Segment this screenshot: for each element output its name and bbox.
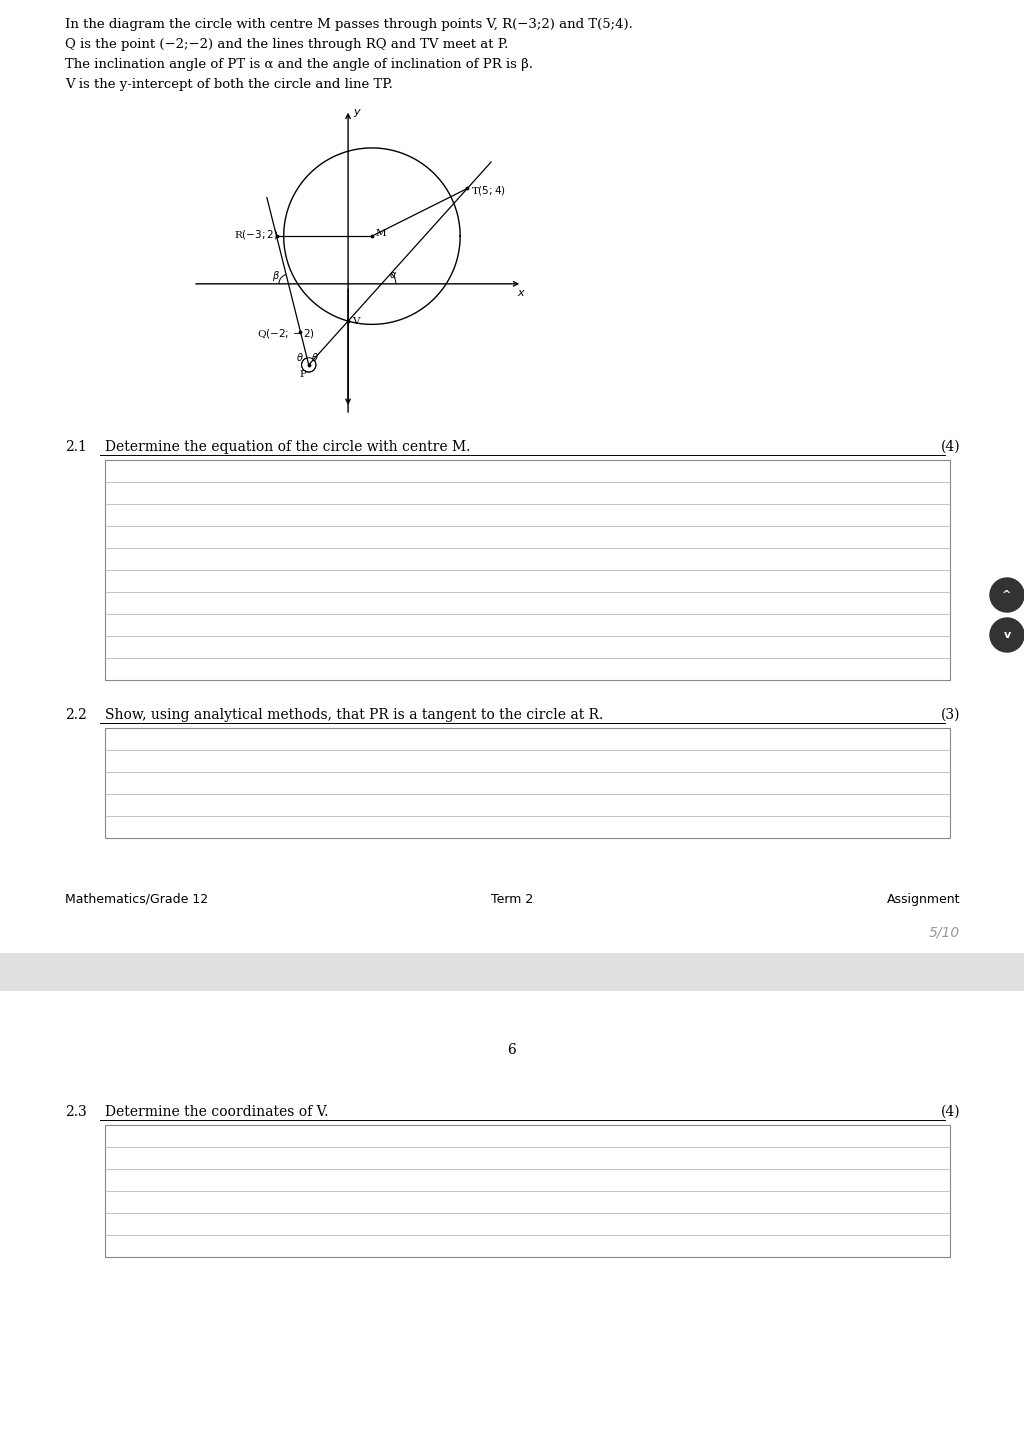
Text: (4): (4) xyxy=(940,1105,961,1119)
Text: Determine the coordinates of V.: Determine the coordinates of V. xyxy=(105,1105,329,1119)
Text: 6: 6 xyxy=(508,1043,516,1057)
Text: $\theta$: $\theta$ xyxy=(296,351,303,363)
Text: The inclination angle of PT is α and the angle of inclination of PR is β.: The inclination angle of PT is α and the… xyxy=(65,58,534,71)
Text: V is the y-intercept of both the circle and line TP.: V is the y-intercept of both the circle … xyxy=(65,78,393,91)
Text: Determine the equation of the circle with centre M.: Determine the equation of the circle wit… xyxy=(105,440,470,454)
Text: Show, using analytical methods, that PR is a tangent to the circle at R.: Show, using analytical methods, that PR … xyxy=(105,709,603,722)
Text: T$(5; 4)$: T$(5; 4)$ xyxy=(471,184,506,197)
FancyBboxPatch shape xyxy=(105,460,950,680)
Bar xyxy=(0,953,1024,992)
Text: 2.1: 2.1 xyxy=(65,440,87,454)
Text: Assignment: Assignment xyxy=(887,893,961,906)
Text: $\alpha$: $\alpha$ xyxy=(389,270,397,280)
Text: Term 2: Term 2 xyxy=(490,893,534,906)
Text: $\beta$: $\beta$ xyxy=(271,269,280,283)
Text: Mathematics/Grade 12: Mathematics/Grade 12 xyxy=(65,893,208,906)
Text: Q$(-2; -2)$: Q$(-2; -2)$ xyxy=(257,327,315,340)
Text: 2.2: 2.2 xyxy=(65,709,87,722)
Text: (4): (4) xyxy=(940,440,961,454)
Text: R$(-3; 2)$: R$(-3; 2)$ xyxy=(233,228,278,241)
Text: M: M xyxy=(376,229,386,238)
Text: (3): (3) xyxy=(940,709,961,722)
Text: y: y xyxy=(353,106,359,116)
Text: Q is the point (−2;−2) and the lines through RQ and TV meet at P.: Q is the point (−2;−2) and the lines thr… xyxy=(65,38,508,51)
Text: v: v xyxy=(1004,630,1011,640)
Text: ^: ^ xyxy=(1002,590,1012,600)
Text: x: x xyxy=(517,287,524,298)
FancyBboxPatch shape xyxy=(105,727,950,838)
Text: $\theta$: $\theta$ xyxy=(311,351,318,363)
FancyBboxPatch shape xyxy=(105,1125,950,1257)
Text: 5/10: 5/10 xyxy=(929,925,961,939)
Text: P: P xyxy=(299,370,306,379)
Circle shape xyxy=(990,619,1024,652)
Text: 2.3: 2.3 xyxy=(65,1105,87,1119)
Text: In the diagram the circle with centre M passes through points V, R(−3;2) and T(5: In the diagram the circle with centre M … xyxy=(65,17,633,30)
Text: V: V xyxy=(351,317,359,325)
Circle shape xyxy=(990,578,1024,611)
